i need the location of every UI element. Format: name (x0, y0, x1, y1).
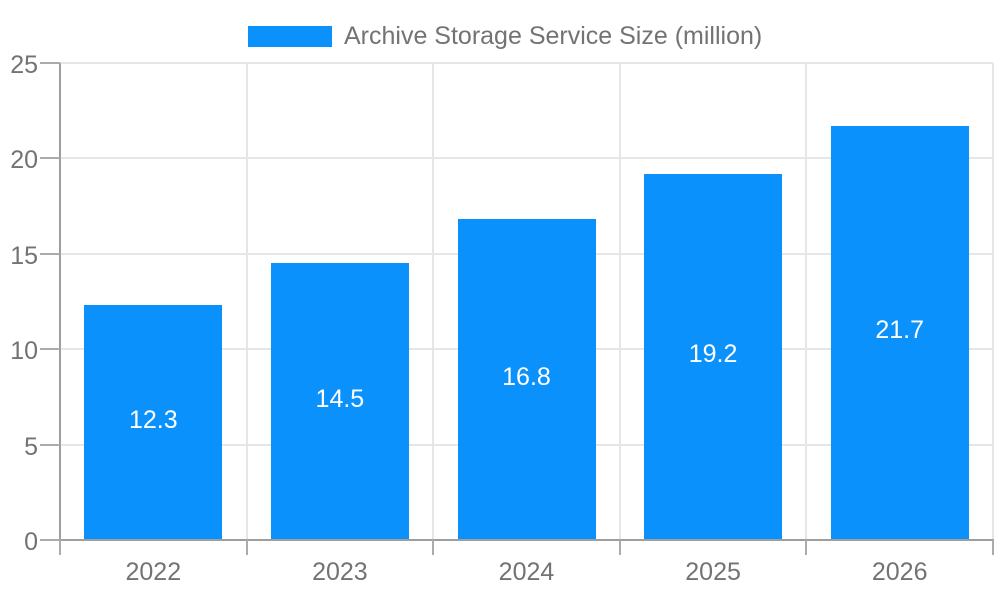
bar (84, 305, 223, 540)
bar (644, 173, 783, 540)
y-axis-tick (40, 62, 60, 65)
x-axis-line (59, 539, 994, 541)
gridline-vertical (245, 63, 248, 540)
y-tick-label: 5 (24, 432, 38, 461)
y-tick-label: 25 (10, 51, 38, 79)
gridline-horizontal (60, 62, 993, 65)
x-axis-tick (992, 540, 994, 555)
bar-value-label: 21.7 (875, 315, 925, 344)
legend-series-label: Archive Storage Service Size (million) (344, 22, 763, 50)
x-tick-label: 2026 (871, 558, 928, 586)
legend-swatch (248, 25, 332, 47)
gridline-vertical (992, 63, 994, 540)
plot-area: 12.3 14.5 16.8 19.2 21.7 0 5 10 15 20 25 2022 2023 20… (10, 51, 994, 586)
y-axis-tick (40, 443, 60, 446)
legend: Archive Storage Service Size (million) (248, 21, 762, 51)
y-axis-tick (40, 539, 60, 541)
bar-value-label: 12.3 (128, 405, 178, 434)
x-tick-label: 2023 (312, 558, 368, 586)
x-axis-tick (245, 540, 248, 555)
bar (270, 263, 409, 540)
bar-value-label: 19.2 (688, 339, 738, 368)
gridline-horizontal (60, 157, 993, 160)
y-tick-label: 10 (10, 337, 38, 366)
gridline-vertical (432, 63, 435, 540)
y-axis-tick (40, 348, 60, 351)
y-tick-label: 15 (10, 241, 38, 270)
x-tick-label: 2022 (125, 558, 182, 586)
x-tick-label: 2025 (685, 558, 741, 586)
x-axis-tick (618, 540, 621, 555)
gridline-vertical (618, 63, 621, 540)
bar-value-label: 16.8 (502, 362, 551, 391)
y-axis-line (59, 63, 61, 540)
y-axis-tick (40, 252, 60, 255)
bar (457, 219, 596, 540)
gridline-vertical (805, 63, 808, 540)
x-axis-tick (432, 540, 435, 555)
y-axis-tick (40, 157, 60, 160)
bar-value-label: 14.5 (315, 384, 365, 413)
bar (830, 125, 969, 540)
x-tick-label: 2024 (498, 558, 555, 586)
x-axis-tick (59, 540, 61, 555)
y-tick-label: 0 (24, 528, 38, 556)
x-axis-tick (805, 540, 808, 555)
y-tick-label: 20 (10, 146, 38, 175)
